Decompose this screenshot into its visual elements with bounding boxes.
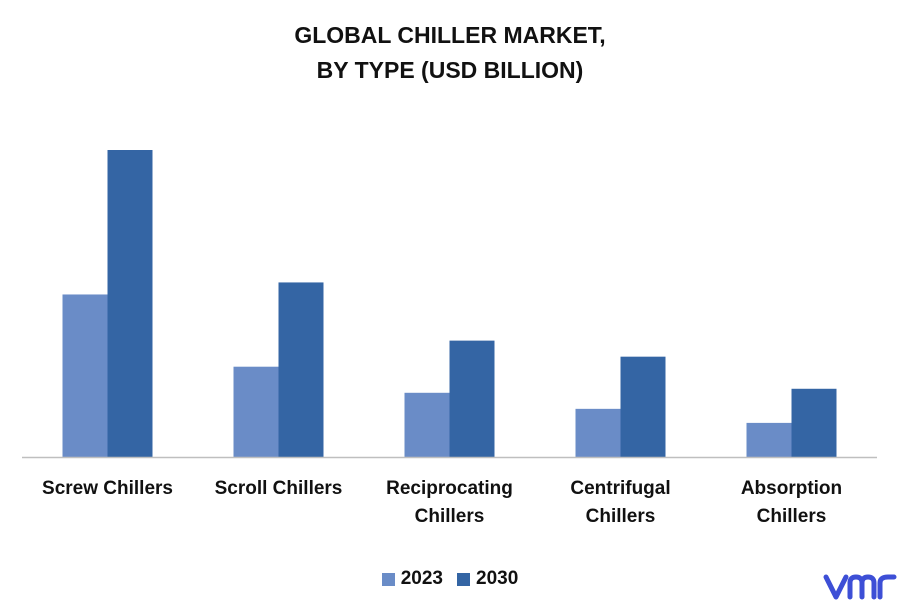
chart-title: GLOBAL CHILLER MARKET, BY TYPE (USD BILL… — [0, 18, 900, 88]
category-label-line: Chillers — [414, 506, 485, 527]
bar-2030-3 — [620, 356, 666, 457]
bar-2023-2 — [404, 392, 450, 457]
category-label: Centrifugal Chillers — [541, 475, 701, 531]
category-label-line: Absorption — [740, 478, 843, 499]
bar-2030-4 — [791, 388, 837, 457]
bar-2023-3 — [575, 408, 621, 457]
category-label-line: Reciprocating — [386, 478, 513, 499]
legend-swatch — [457, 572, 470, 586]
category-label: Reciprocating Chillers — [370, 475, 530, 531]
bar-2023-1 — [233, 366, 279, 457]
category-label: Absorption Chillers — [712, 475, 872, 531]
category-label-line: Scroll Chillers — [214, 478, 343, 499]
legend-item-2030: 2030 — [457, 568, 518, 590]
legend-swatch — [381, 572, 395, 586]
legend-label: 2030 — [476, 568, 519, 589]
legend-label: 2023 — [400, 568, 443, 589]
vmr-logo — [823, 574, 897, 600]
legend-item-2023: 2023 — [381, 568, 443, 590]
category-label-line: Screw Chillers — [42, 478, 173, 499]
category-label-line: Chillers — [585, 506, 656, 527]
chart-title-line1: GLOBAL CHILLER MARKET, — [294, 22, 606, 48]
category-label-line: Centrifugal — [570, 478, 671, 499]
bar-2030-0 — [107, 150, 153, 457]
bar-2030-1 — [278, 282, 324, 457]
bar-2023-4 — [746, 422, 792, 457]
category-label: Screw Chillers — [28, 475, 188, 503]
bar-2023-0 — [62, 294, 108, 457]
category-label-line: Chillers — [756, 506, 827, 527]
chart-legend: 2023 2030 — [0, 568, 900, 590]
category-label: Scroll Chillers — [199, 475, 359, 503]
bar-2030-2 — [449, 340, 495, 457]
chart-title-line2: BY TYPE (USD BILLION) — [316, 57, 584, 83]
